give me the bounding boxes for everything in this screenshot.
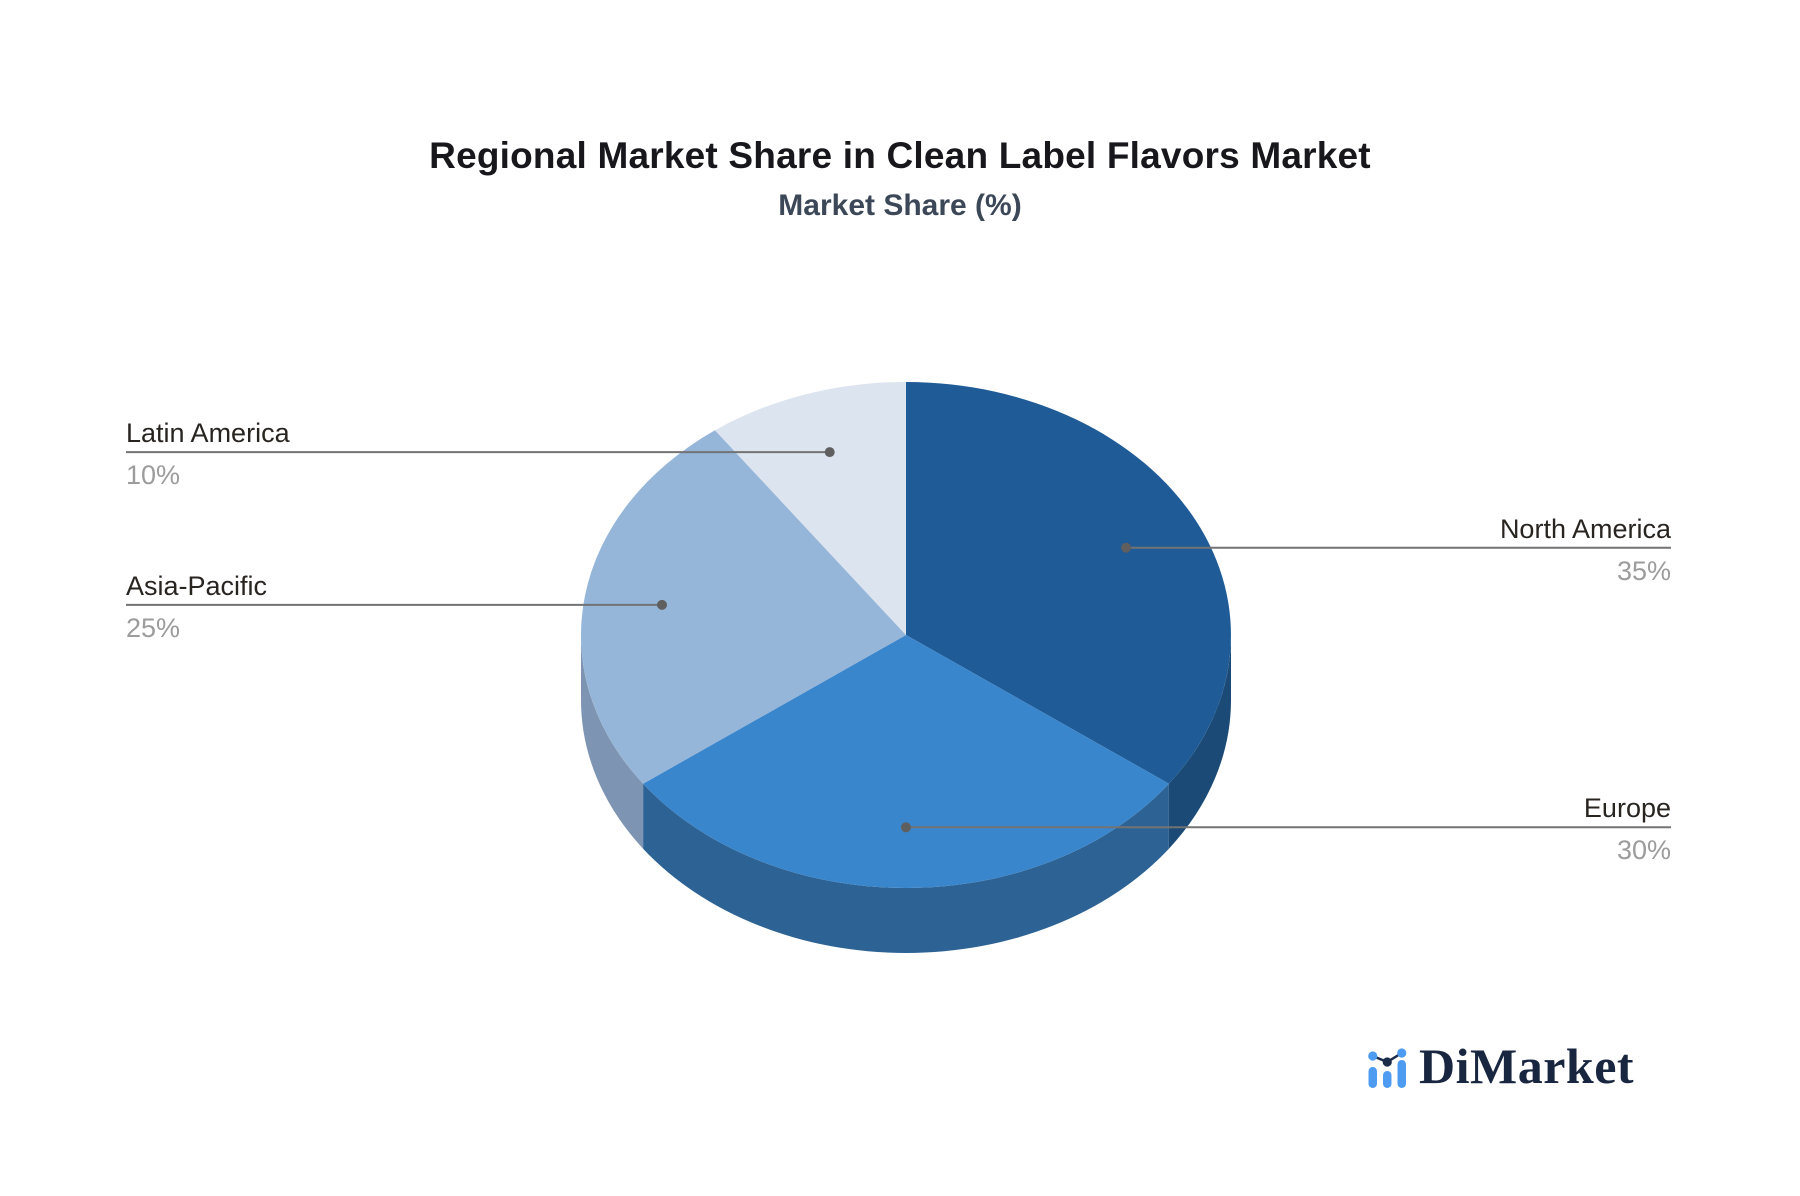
pie-slice-side-europe xyxy=(643,783,1169,953)
pie-slice-north-america[interactable] xyxy=(906,382,1231,784)
callout-label-latin-america: Latin America 10% xyxy=(126,416,626,492)
logo-text: DiMarket xyxy=(1419,1038,1635,1094)
pie-slice-europe[interactable] xyxy=(643,635,1169,888)
pie-slice-asia-pacific[interactable] xyxy=(581,430,906,784)
bar-line-chart-icon xyxy=(1368,1048,1407,1088)
pie-top-faces xyxy=(581,382,1231,888)
callout-label-europe: Europe 30% xyxy=(1171,791,1671,867)
slice-value: 25% xyxy=(126,612,181,643)
callout-dot-asia-pacific xyxy=(657,599,667,610)
pie-slice-side-north-america xyxy=(1168,635,1231,849)
pie-slice-side-asia-pacific xyxy=(581,635,644,849)
callout-dot-europe xyxy=(901,822,911,833)
slice-name: North America xyxy=(1499,513,1671,544)
chart-title: Regional Market Share in Clean Label Fla… xyxy=(429,135,1371,176)
slice-name: Asia-Pacific xyxy=(126,570,268,601)
slice-value: 30% xyxy=(1616,835,1671,866)
slice-name: Europe xyxy=(1583,793,1671,824)
callout-dot-north-america xyxy=(1121,542,1132,553)
callout-label-asia-pacific: Asia-Pacific 25% xyxy=(126,569,626,645)
slice-value: 10% xyxy=(126,460,181,491)
pie-slice-latin-america[interactable] xyxy=(715,382,906,635)
callout-label-north-america: North America 35% xyxy=(1171,512,1671,588)
pie-3d-sides xyxy=(581,635,1231,953)
pie-callouts xyxy=(126,447,1671,833)
slice-name: Latin America xyxy=(126,418,290,449)
chart-subtitle: Market Share (%) xyxy=(778,189,1022,222)
slice-value: 35% xyxy=(1616,555,1671,586)
dimarket-logo: DiMarket xyxy=(1368,1038,1635,1094)
callout-dot-latin-america xyxy=(824,447,835,458)
